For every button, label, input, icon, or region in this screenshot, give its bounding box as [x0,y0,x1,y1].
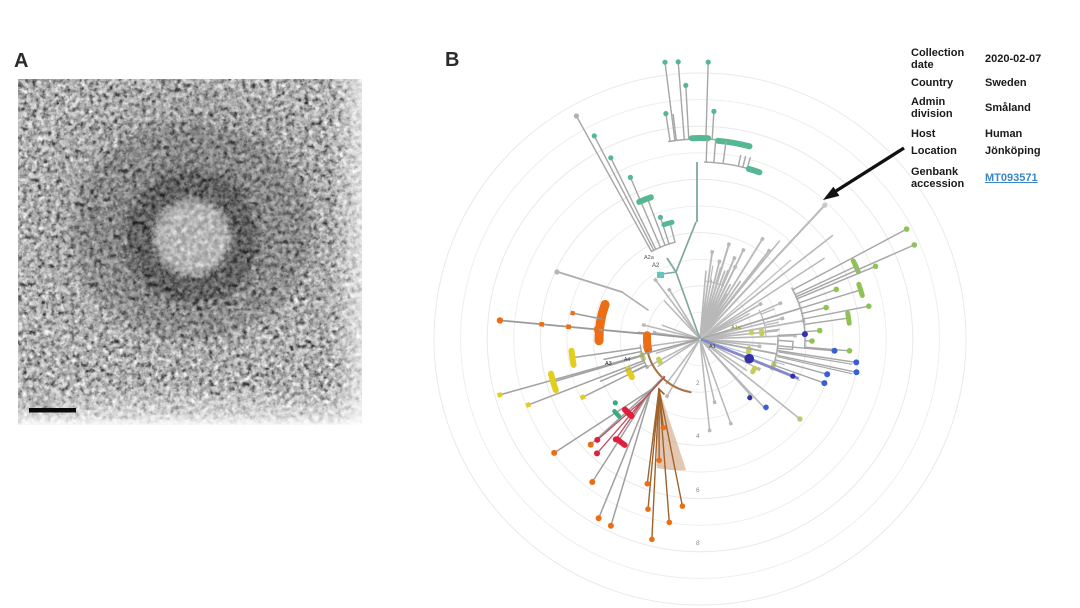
svg-text:4: 4 [696,433,700,440]
svg-text:A2a: A2a [644,255,655,261]
svg-text:8: 8 [696,540,700,547]
svg-text:50 nm: 50 nm [30,398,53,407]
svg-text:A1a: A1a [731,325,742,331]
svg-text:6: 6 [696,487,700,494]
svg-text:A2: A2 [652,263,660,269]
svg-text:A1: A1 [709,344,716,350]
svg-text:A3: A3 [605,361,612,367]
svg-text:2: 2 [696,380,700,387]
svg-text:A4: A4 [624,357,630,363]
